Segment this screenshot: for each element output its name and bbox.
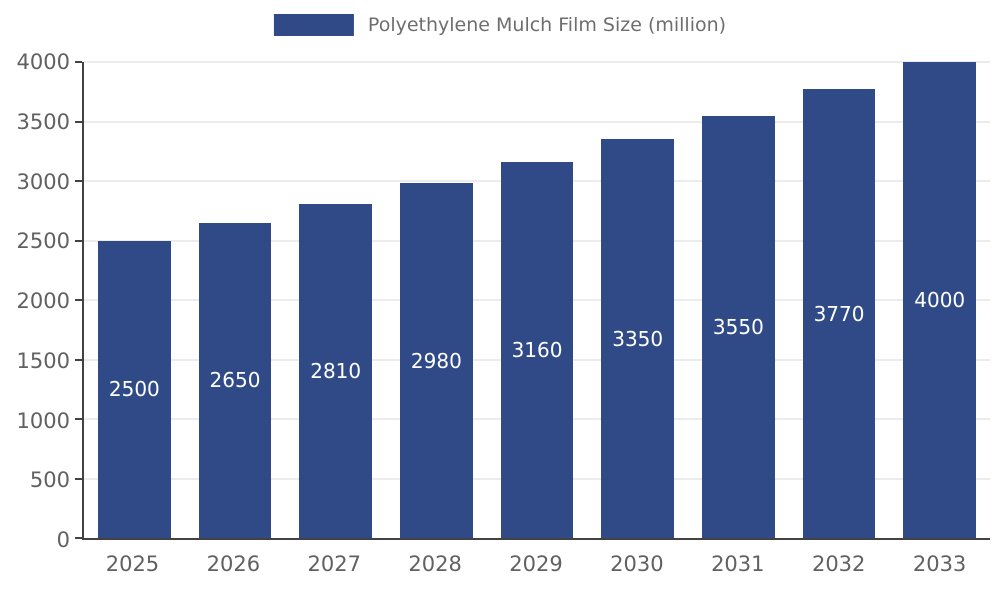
y-tick-mark bbox=[75, 418, 82, 420]
bar-value-label: 3160 bbox=[511, 337, 563, 362]
bar: 4000 bbox=[903, 62, 976, 538]
y-tick-mark bbox=[75, 61, 82, 63]
x-tick-label: 2025 bbox=[105, 552, 160, 576]
bar-value-label: 2980 bbox=[410, 348, 462, 373]
legend-label: Polyethylene Mulch Film Size (million) bbox=[367, 14, 727, 36]
bar-slot: 3770 bbox=[789, 62, 890, 538]
bar-slot: 3160 bbox=[487, 62, 588, 538]
x-tick-label: 2029 bbox=[509, 552, 563, 576]
bar-value-label: 3770 bbox=[813, 301, 865, 326]
y-tick-mark bbox=[75, 120, 82, 123]
x-tick-label: 2032 bbox=[811, 552, 866, 576]
gridline bbox=[84, 61, 990, 63]
bar-slot: 2980 bbox=[386, 62, 487, 538]
bars-container: 2500 2650 2810 2980 3160 3350 3550 3770 4000 bbox=[84, 62, 990, 538]
x-tick-label: 2028 bbox=[408, 552, 462, 576]
bar-value-label: 2810 bbox=[310, 358, 362, 383]
bar-slot: 3550 bbox=[688, 62, 789, 538]
y-tick-label: 2500 bbox=[16, 229, 70, 254]
bar-value-label: 3350 bbox=[612, 326, 664, 351]
bar: 3350 bbox=[601, 139, 674, 538]
y-tick-mark bbox=[75, 180, 82, 182]
bar-value-label: 3550 bbox=[712, 314, 764, 339]
x-axis: 2025 2026 2027 2028 2029 2030 2031 2032 2033 bbox=[82, 552, 990, 576]
legend-swatch bbox=[273, 14, 354, 36]
bar: 2500 bbox=[98, 240, 171, 538]
y-tick-label: 0 bbox=[56, 528, 70, 552]
bar-value-label: 2650 bbox=[209, 368, 261, 393]
bar-slot: 4000 bbox=[889, 62, 990, 538]
x-tick-label: 2027 bbox=[307, 552, 361, 576]
bar: 2980 bbox=[400, 183, 473, 538]
y-tick-mark bbox=[75, 477, 82, 480]
y-tick-label: 1000 bbox=[16, 408, 70, 433]
bar-slot: 2500 bbox=[84, 62, 185, 538]
y-tick-label: 2000 bbox=[16, 289, 70, 313]
bar: 3770 bbox=[802, 89, 876, 538]
bar-value-label: 4000 bbox=[914, 288, 966, 312]
bar: 2650 bbox=[198, 222, 272, 538]
y-tick-mark bbox=[75, 537, 82, 539]
bar-slot: 2810 bbox=[285, 62, 386, 538]
chart-legend[interactable]: Polyethylene Mulch Film Size (million) bbox=[273, 14, 727, 36]
x-tick-label: 2031 bbox=[711, 552, 765, 576]
bar: 3160 bbox=[500, 161, 574, 538]
y-tick-label: 4000 bbox=[16, 50, 70, 74]
bar: 2810 bbox=[299, 203, 372, 538]
y-tick-label: 3500 bbox=[16, 109, 70, 134]
bar: 3550 bbox=[702, 115, 775, 538]
x-tick-label: 2033 bbox=[912, 552, 967, 576]
y-tick-label: 3000 bbox=[16, 169, 70, 194]
y-tick-mark bbox=[75, 299, 82, 301]
x-tick-label: 2026 bbox=[206, 552, 261, 576]
bar-slot: 2650 bbox=[185, 62, 286, 538]
plot-area: 2500 2650 2810 2980 3160 3350 3550 3770 4000 bbox=[75, 61, 990, 540]
y-tick-label: 500 bbox=[29, 468, 70, 493]
y-tick-label: 1500 bbox=[16, 348, 70, 373]
bar-value-label: 2500 bbox=[108, 377, 160, 402]
bar-slot: 3350 bbox=[587, 62, 688, 538]
y-tick-mark bbox=[75, 239, 82, 242]
gridline bbox=[84, 121, 990, 122]
y-axis: 0 500 1000 1500 2000 2500 3000 3500 4000 bbox=[0, 50, 70, 552]
x-tick-label: 2030 bbox=[610, 552, 664, 576]
y-tick-mark bbox=[75, 358, 82, 361]
